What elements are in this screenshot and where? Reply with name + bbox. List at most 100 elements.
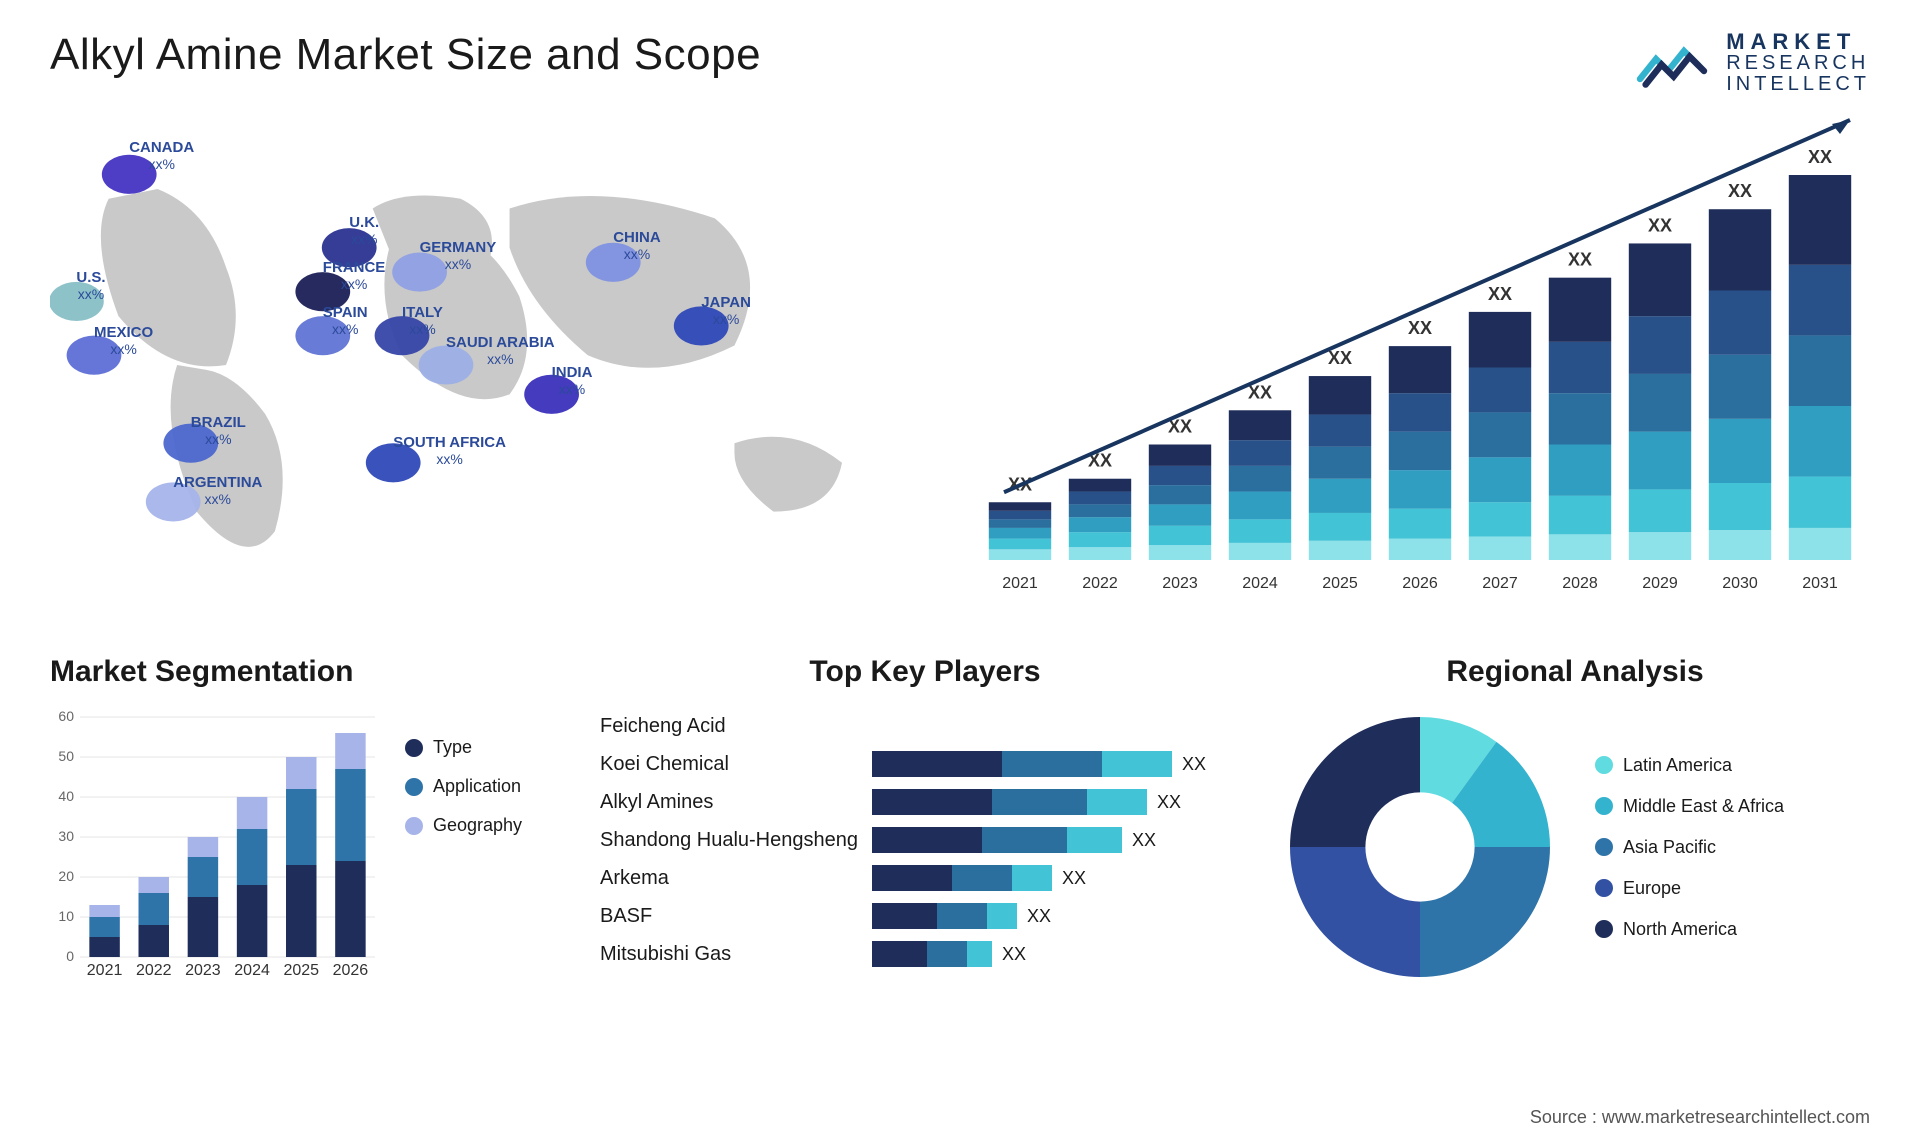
logo-text: MARKET RESEARCH INTELLECT [1726, 30, 1870, 95]
player-value: XX [1002, 944, 1026, 965]
player-name: Feicheng Acid [600, 715, 860, 738]
players-title: Top Key Players [600, 655, 1250, 689]
player-row: Shandong Hualu-HengshengXX [600, 821, 1250, 859]
map-label-south-africa: SOUTH AFRICAxx% [393, 435, 506, 467]
seg-legend-item: Application [405, 776, 522, 797]
bottom-row: Market Segmentation 01020304050602021202… [50, 655, 1870, 987]
map-label-u.k.: U.K.xx% [349, 215, 379, 247]
segmentation-panel: Market Segmentation 01020304050602021202… [50, 655, 570, 987]
segmentation-legend: Type Application Geography [405, 707, 522, 987]
svg-text:XX: XX [1728, 181, 1752, 201]
player-name: Mitsubishi Gas [600, 943, 860, 966]
svg-text:2022: 2022 [136, 962, 172, 979]
legend-label: Middle East & Africa [1623, 796, 1784, 817]
svg-text:2024: 2024 [234, 962, 270, 979]
map-label-italy: ITALYxx% [402, 305, 443, 337]
segmentation-title: Market Segmentation [50, 655, 570, 689]
player-bar-segment [1012, 865, 1052, 891]
svg-text:60: 60 [58, 708, 74, 724]
player-bar-segment [872, 903, 937, 929]
regional-panel: Regional Analysis Latin AmericaMiddle Ea… [1280, 655, 1870, 987]
map-label-germany: GERMANYxx% [420, 240, 497, 272]
svg-text:2023: 2023 [1162, 575, 1198, 592]
svg-text:2030: 2030 [1722, 575, 1758, 592]
player-bar-wrap: XX [872, 941, 1250, 967]
player-bar [872, 941, 992, 967]
forecast-chart-panel: XX2021XX2022XX2023XX2024XX2025XX2026XX20… [970, 115, 1870, 615]
player-value: XX [1132, 830, 1156, 851]
svg-text:40: 40 [58, 788, 74, 804]
regional-legend-item: Asia Pacific [1595, 837, 1784, 858]
player-row: BASFXX [600, 897, 1250, 935]
legend-label: Asia Pacific [1623, 837, 1716, 858]
svg-text:2026: 2026 [1402, 575, 1438, 592]
player-value: XX [1157, 792, 1181, 813]
svg-text:2022: 2022 [1082, 575, 1118, 592]
svg-text:2028: 2028 [1562, 575, 1598, 592]
legend-swatch-icon [1595, 838, 1613, 856]
segmentation-chart-svg: 0102030405060202120222023202420252026 [50, 707, 380, 987]
svg-text:2026: 2026 [333, 962, 369, 979]
seg-legend-item: Type [405, 737, 522, 758]
map-label-japan: JAPANxx% [701, 295, 751, 327]
svg-text:0: 0 [66, 948, 74, 964]
legend-label: Geography [433, 815, 522, 836]
player-row: Feicheng Acid [600, 707, 1250, 745]
legend-swatch-icon [1595, 879, 1613, 897]
player-bar [872, 751, 1172, 777]
legend-swatch-icon [1595, 756, 1613, 774]
svg-text:2029: 2029 [1642, 575, 1678, 592]
regional-legend-item: Latin America [1595, 755, 1784, 776]
player-bar-segment [987, 903, 1017, 929]
source-attribution: Source : www.marketresearchintellect.com [1530, 1107, 1870, 1128]
legend-label: Europe [1623, 878, 1681, 899]
map-label-india: INDIAxx% [552, 365, 593, 397]
player-bar-segment [967, 941, 992, 967]
legend-label: North America [1623, 919, 1737, 940]
svg-text:XX: XX [1408, 318, 1432, 338]
svg-text:50: 50 [58, 748, 74, 764]
svg-text:2025: 2025 [283, 962, 319, 979]
map-label-spain: SPAINxx% [323, 305, 368, 337]
player-bar-segment [872, 941, 927, 967]
player-bar-segment [1087, 789, 1147, 815]
svg-text:2024: 2024 [1242, 575, 1278, 592]
player-name: Arkema [600, 867, 860, 890]
player-bar [872, 789, 1147, 815]
svg-text:30: 30 [58, 828, 74, 844]
map-label-china: CHINAxx% [613, 230, 661, 262]
player-bar-wrap: XX [872, 827, 1250, 853]
player-row: Koei Chemical XX [600, 745, 1250, 783]
map-label-france: FRANCExx% [323, 260, 386, 292]
legend-label: Application [433, 776, 521, 797]
forecast-chart-svg: XX2021XX2022XX2023XX2024XX2025XX2026XX20… [970, 115, 1870, 615]
seg-legend-item: Geography [405, 815, 522, 836]
page-title: Alkyl Amine Market Size and Scope [50, 30, 761, 80]
player-bar-wrap: XX [872, 865, 1250, 891]
map-label-canada: CANADAxx% [129, 140, 194, 172]
map-label-saudi-arabia: SAUDI ARABIAxx% [446, 335, 555, 367]
legend-swatch-icon [1595, 797, 1613, 815]
player-bar-segment [872, 789, 992, 815]
player-row: Mitsubishi Gas XX [600, 935, 1250, 973]
svg-text:20: 20 [58, 868, 74, 884]
player-bar-segment [992, 789, 1087, 815]
player-name: Alkyl Amines [600, 791, 860, 814]
player-bar-segment [872, 751, 1002, 777]
player-name: Koei Chemical [600, 753, 860, 776]
legend-swatch-icon [1595, 920, 1613, 938]
page-header: Alkyl Amine Market Size and Scope MARKET… [50, 30, 1870, 95]
player-bar-segment [872, 827, 982, 853]
segmentation-chart: 0102030405060202120222023202420252026 [50, 707, 380, 987]
player-bar-segment [1067, 827, 1122, 853]
regional-legend-item: Europe [1595, 878, 1784, 899]
top-row: CANADAxx%U.S.xx%MEXICOxx%BRAZILxx%ARGENT… [50, 115, 1870, 615]
svg-text:2021: 2021 [87, 962, 123, 979]
player-bar-segment [927, 941, 967, 967]
player-bar-wrap: XX [872, 751, 1250, 777]
map-label-u.s.: U.S.xx% [76, 270, 105, 302]
svg-text:XX: XX [1568, 250, 1592, 270]
players-list: Feicheng Acid Koei Chemical XX Alkyl Amines… [600, 707, 1250, 973]
regional-donut-svg [1280, 707, 1560, 987]
map-label-mexico: MEXICOxx% [94, 325, 153, 357]
